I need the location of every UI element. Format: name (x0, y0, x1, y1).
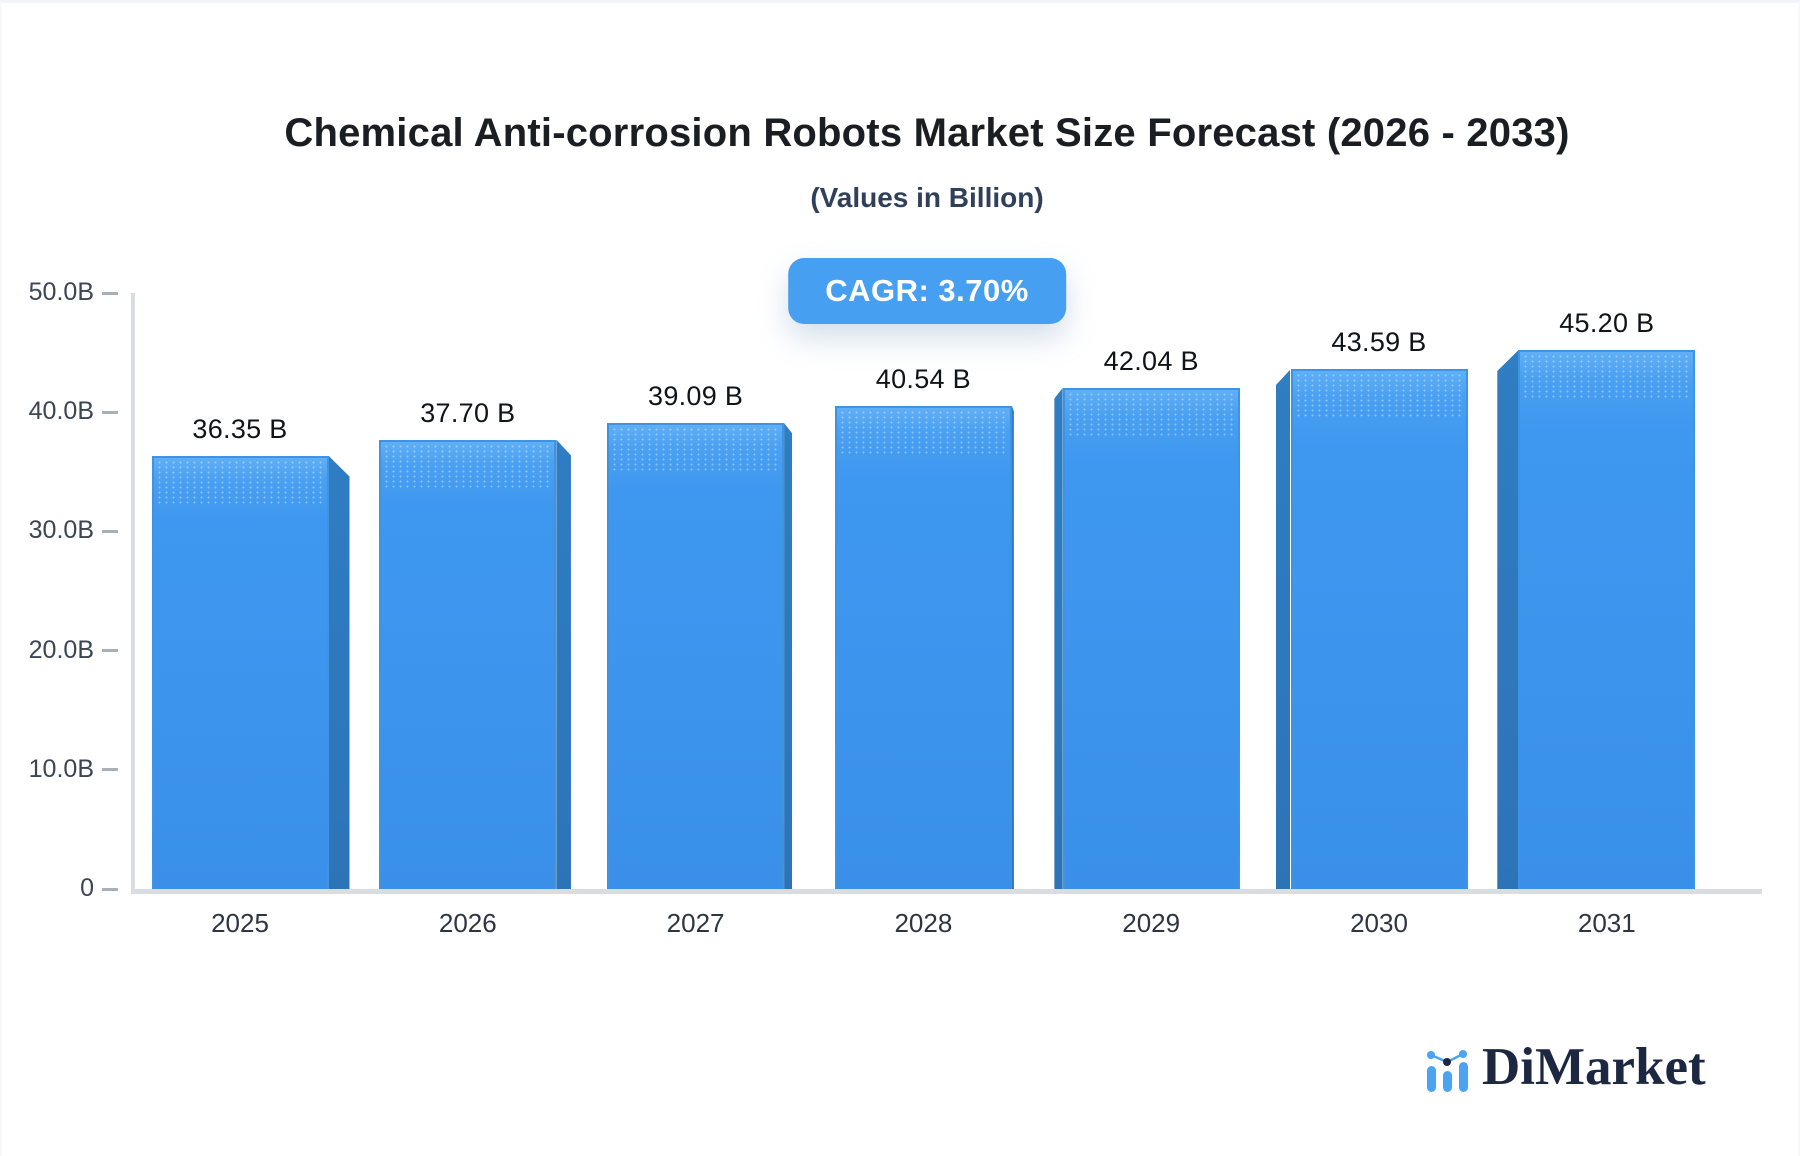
bar-2026[interactable] (379, 439, 557, 889)
y-axis-line (131, 293, 135, 889)
bar-value-label: 45.20 B (1559, 308, 1655, 339)
chart-title: Chemical Anti-corrosion Robots Market Si… (284, 111, 1570, 155)
y-tick-label: 0 (80, 874, 94, 902)
bar-value-label: 43.59 B (1331, 327, 1427, 358)
bar-side-2027 (784, 423, 793, 889)
y-tick-label: 30.0B (28, 516, 94, 545)
bar-value-label: 39.09 B (648, 381, 744, 412)
bar-value-label: 36.35 B (192, 413, 288, 444)
bar-value-label: 40.54 B (875, 363, 971, 394)
y-tick-dash (102, 887, 118, 891)
chart-header: Chemical Anti-corrosion Robots Market Si… (27, 3, 1798, 214)
dimarket-logo: DiMarket (1426, 1038, 1706, 1096)
y-tick-label: 50.0B (28, 278, 94, 306)
bar-2028[interactable] (834, 405, 1012, 889)
bar-side-2029 (1054, 387, 1063, 889)
y-tick-dash (102, 529, 118, 533)
bar-2031[interactable] (1518, 350, 1696, 889)
x-category-label-2030: 2030 (1350, 908, 1408, 938)
x-category-label-2026: 2026 (438, 908, 497, 938)
bar-side-2031 (1497, 350, 1519, 889)
dimarket-logo-icon (1427, 1049, 1468, 1092)
bar-2025[interactable] (151, 455, 329, 889)
x-category-label-2029: 2029 (1122, 908, 1181, 938)
y-tick-label: 20.0B (28, 635, 94, 664)
bar-value-label: 37.70 B (420, 397, 516, 428)
y-tick-dash (102, 768, 118, 772)
x-axis-baseline (131, 889, 1762, 894)
x-category-label-2027: 2027 (666, 908, 725, 938)
x-category-label-2028: 2028 (894, 908, 953, 938)
bar-side-2028 (1011, 405, 1014, 889)
bar-value-label: 42.04 B (1103, 345, 1199, 376)
bar-side-2025 (328, 455, 350, 889)
y-tick-dash (102, 410, 118, 414)
y-tick-label: 40.0B (28, 397, 94, 426)
bar-side-2026 (556, 439, 571, 889)
bar-side-2030 (1275, 369, 1291, 889)
cagr-badge: CAGR: 3.70% (788, 258, 1066, 324)
dimarket-logo-text: DiMarket (1482, 1038, 1706, 1096)
x-category-label-2025: 2025 (211, 908, 269, 938)
y-tick-dash (102, 649, 118, 653)
y-tick-label: 10.0B (28, 754, 94, 783)
y-tick-dash (102, 291, 118, 295)
x-category-label-2031: 2031 (1577, 908, 1636, 938)
chart-subtitle: (Values in Billion) (810, 182, 1044, 213)
bar-2030[interactable] (1290, 369, 1468, 889)
bar-2029[interactable] (1062, 387, 1240, 889)
bar-2027[interactable] (607, 423, 785, 889)
